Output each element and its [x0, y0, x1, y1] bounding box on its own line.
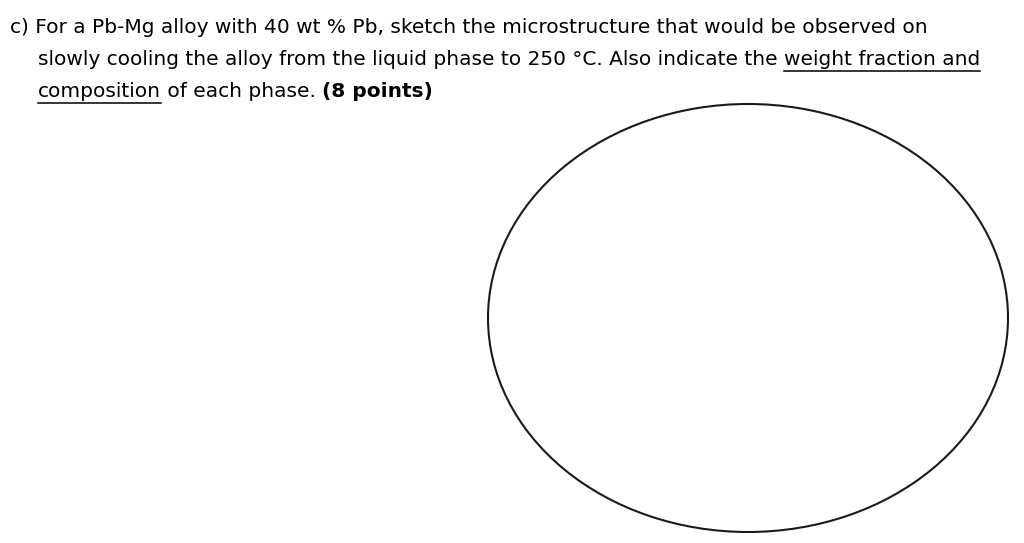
Text: slowly cooling the alloy from the liquid phase to 250 °C. Also indicate the: slowly cooling the alloy from the liquid…: [38, 50, 784, 69]
Text: composition: composition: [38, 82, 161, 101]
Text: (8 points): (8 points): [323, 82, 433, 101]
Text: c) For a Pb-Mg alloy with 40 wt % Pb, sketch the microstructure that would be ob: c) For a Pb-Mg alloy with 40 wt % Pb, sk…: [10, 18, 928, 37]
Text: of each phase.: of each phase.: [161, 82, 323, 101]
Text: weight fraction and: weight fraction and: [784, 50, 980, 69]
